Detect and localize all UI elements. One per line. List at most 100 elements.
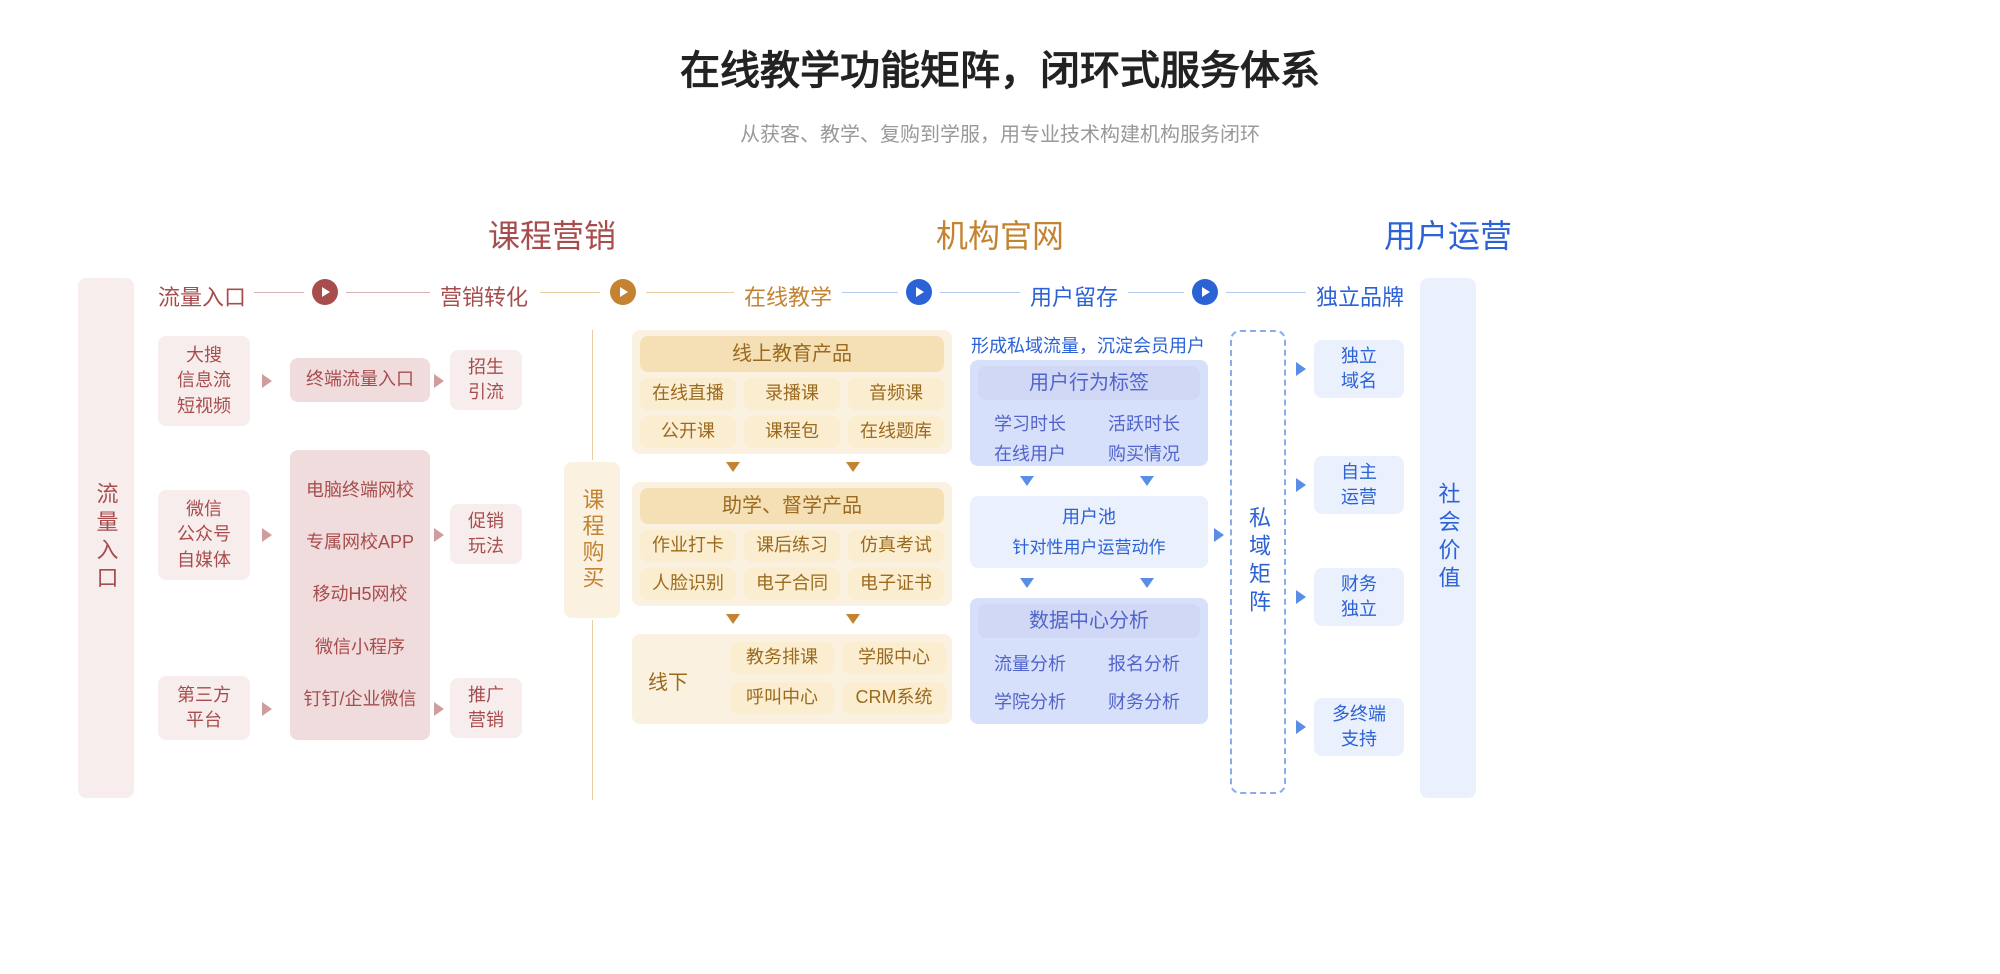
- product-cell: 仿真考试: [848, 530, 944, 562]
- play-icon: [312, 279, 338, 305]
- tag-item: 购买情况: [1108, 440, 1180, 466]
- product-cell: 在线题库: [848, 416, 944, 448]
- product-cell: 课后练习: [744, 530, 840, 562]
- page-subtitle: 从获客、教学、复购到学服，用专业技术构建机构服务闭环: [0, 118, 2000, 147]
- tag-item: 活跃时长: [1108, 410, 1180, 436]
- product-cell: 录播课: [744, 378, 840, 410]
- traffic-source-search: 大搜 信息流 短视频: [158, 336, 250, 426]
- arrow-icon: [1296, 362, 1306, 376]
- product-cell: 教务排课: [730, 642, 834, 674]
- play-icon: [906, 279, 932, 305]
- stage-retain: 用户留存: [1030, 280, 1118, 312]
- section-marketing: 课程营销: [488, 211, 616, 257]
- brand-finance: 财务 独立: [1314, 568, 1404, 626]
- pillar-label: 私域矩阵: [1242, 506, 1274, 618]
- arrow-icon: [846, 462, 860, 472]
- pool-sub: 针对性用户运营动作: [1013, 536, 1166, 560]
- stage-brand: 独立品牌: [1316, 280, 1404, 312]
- arrow-icon: [262, 374, 272, 388]
- product-cell: 在线直播: [640, 378, 736, 410]
- product-cell: CRM系统: [842, 682, 946, 714]
- line: [646, 292, 734, 293]
- pillar-traffic: 流量入口: [78, 278, 134, 798]
- line: [1226, 292, 1306, 293]
- section-operation: 用户运营: [1384, 211, 1512, 257]
- terminal-item: 专属网校APP: [306, 530, 414, 555]
- play-icon: [1192, 279, 1218, 305]
- stage-teach: 在线教学: [744, 280, 832, 312]
- terminal-list: 电脑终端网校 专属网校APP 移动H5网校 微信小程序 钉钉/企业微信: [290, 450, 430, 740]
- product-cell: 电子证书: [848, 568, 944, 600]
- stage-traffic: 流量入口: [158, 280, 246, 312]
- tag-item: 学习时长: [994, 410, 1066, 436]
- tag-item: 在线用户: [994, 440, 1066, 466]
- online-products-hdr: 线上教育产品: [640, 336, 944, 372]
- product-cell: 作业打卡: [640, 530, 736, 562]
- line: [254, 292, 304, 293]
- product-cell: 人脸识别: [640, 568, 736, 600]
- brand-domain: 独立 域名: [1314, 340, 1404, 398]
- ana-item: 流量分析: [994, 650, 1066, 676]
- terminal-item: 钉钉/企业微信: [303, 687, 416, 712]
- section-headers: 课程营销 机构官网 用户运营: [0, 211, 2000, 257]
- product-cell: 公开课: [640, 416, 736, 448]
- line: [940, 292, 1020, 293]
- brand-terminal: 多终端 支持: [1314, 698, 1404, 756]
- line: [592, 330, 593, 460]
- arrow-icon: [434, 374, 444, 388]
- product-cell: 呼叫中心: [730, 682, 834, 714]
- line: [1128, 292, 1184, 293]
- terminal-entry: 终端流量入口: [290, 358, 430, 402]
- product-cell: 课程包: [744, 416, 840, 448]
- product-cell: 电子合同: [744, 568, 840, 600]
- private-matrix-box: 私域矩阵: [1230, 330, 1286, 794]
- arrow-icon: [1020, 578, 1034, 588]
- arrow-icon: [1296, 720, 1306, 734]
- pillar-label: 课程购买: [576, 488, 609, 592]
- pillar-purchase: 课程购买: [564, 462, 620, 618]
- tutor-products-hdr: 助学、督学产品: [640, 488, 944, 524]
- arrow-icon: [434, 702, 444, 716]
- arrow-icon: [1020, 476, 1034, 486]
- ana-item: 学院分析: [994, 688, 1066, 714]
- play-icon: [610, 279, 636, 305]
- line: [540, 292, 600, 293]
- terminal-item: 电脑终端网校: [306, 478, 414, 503]
- brand-operate: 自主 运营: [1314, 456, 1404, 514]
- pillar-label: 流量入口: [90, 482, 123, 594]
- terminal-item: 移动H5网校: [312, 582, 407, 607]
- convert-promo: 促销 玩法: [450, 504, 522, 564]
- ana-item: 报名分析: [1108, 650, 1180, 676]
- ana-item: 财务分析: [1108, 688, 1180, 714]
- offline-label: 线下: [648, 666, 688, 695]
- arrow-icon: [1296, 590, 1306, 604]
- arrow-icon: [262, 528, 272, 542]
- traffic-source-3rd: 第三方 平台: [158, 676, 250, 740]
- arrow-icon: [1140, 476, 1154, 486]
- user-tags-hdr: 用户行为标签: [978, 366, 1200, 400]
- terminal-item: 微信小程序: [315, 635, 405, 660]
- stage-convert: 营销转化: [440, 280, 528, 312]
- blue-tagline: 形成私域流量，沉淀会员用户: [968, 332, 1208, 358]
- convert-market: 推广 营销: [450, 678, 522, 738]
- arrow-icon: [1140, 578, 1154, 588]
- line: [842, 292, 898, 293]
- product-cell: 音频课: [848, 378, 944, 410]
- arrow-icon: [726, 462, 740, 472]
- arrow-icon: [1296, 478, 1306, 492]
- arrow-icon: [1214, 528, 1224, 542]
- convert-enroll: 招生 引流: [450, 350, 522, 410]
- user-pool-box: 用户池 针对性用户运营动作: [970, 496, 1208, 568]
- arrow-icon: [726, 614, 740, 624]
- arrow-icon: [434, 528, 444, 542]
- page-title: 在线教学功能矩阵，闭环式服务体系: [0, 0, 2000, 96]
- pool-title: 用户池: [1062, 505, 1116, 530]
- arrow-icon: [262, 702, 272, 716]
- traffic-source-wechat: 微信 公众号 自媒体: [158, 490, 250, 580]
- line: [346, 292, 430, 293]
- section-website: 机构官网: [936, 211, 1064, 257]
- pillar-social: 社会价值: [1420, 278, 1476, 798]
- analytics-hdr: 数据中心分析: [978, 604, 1200, 638]
- line: [592, 620, 593, 800]
- pillar-label: 社会价值: [1432, 482, 1465, 594]
